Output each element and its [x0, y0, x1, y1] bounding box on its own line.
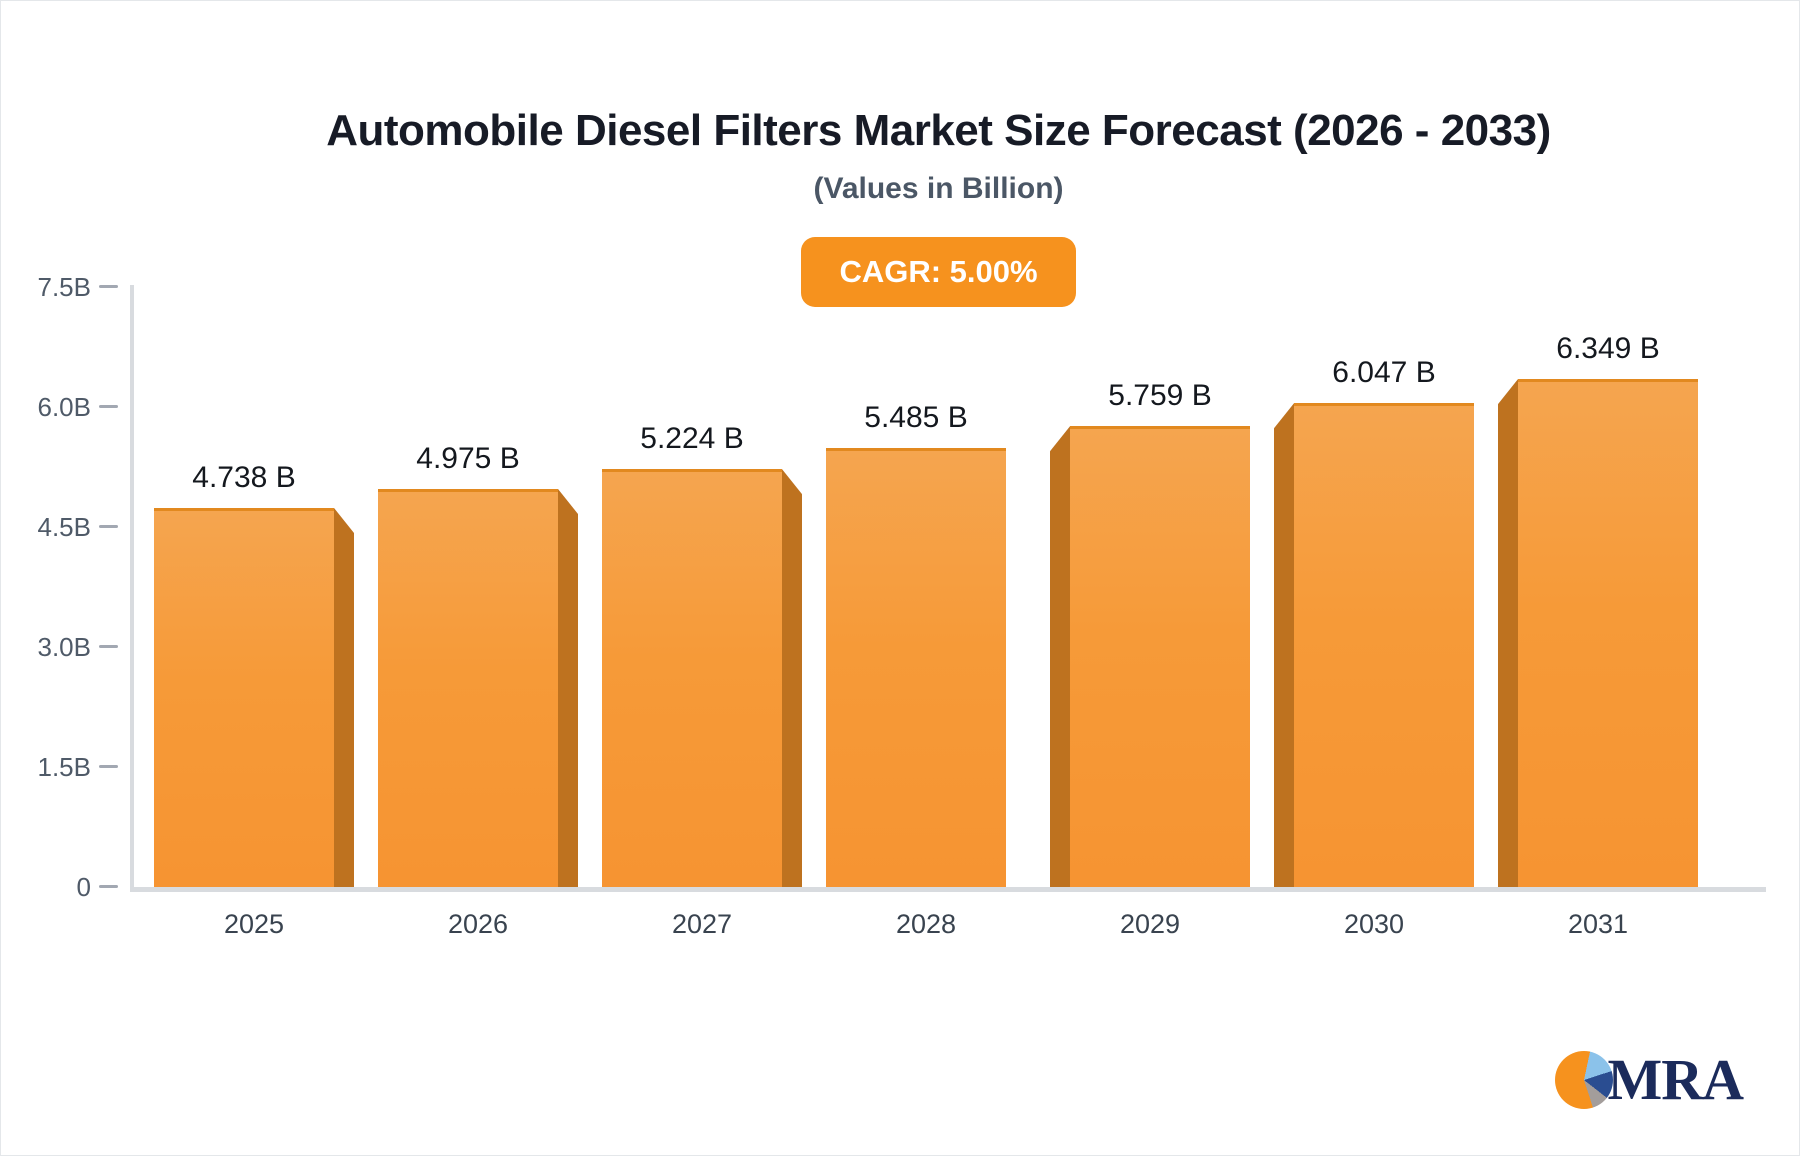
- y-axis-tick-mark: [99, 885, 118, 888]
- x-axis-label: 2025: [223, 909, 285, 939]
- x-axis-label: 2027: [671, 909, 733, 939]
- bar-value-label: 6.349 B: [1556, 332, 1660, 366]
- x-axis-label: 2031: [1567, 909, 1629, 939]
- chart-header: Automobile Diesel Filters Market Size Fo…: [116, 105, 1761, 307]
- y-axis-tick-label: 0: [76, 872, 91, 902]
- x-axis-label: 2028: [895, 909, 957, 939]
- x-axis-label: 2026: [447, 909, 509, 939]
- bar-face-2029: [1070, 426, 1250, 887]
- bar-face-2031: [1518, 379, 1698, 887]
- bar-side: [1274, 403, 1294, 887]
- bar-value-label: 4.975 B: [416, 442, 520, 475]
- bar-face-2028: [826, 448, 1006, 887]
- y-axis-tick-label: 1.5B: [37, 752, 92, 782]
- bar-value-label: 5.759 B: [1108, 379, 1212, 413]
- pie-chart-icon: [1555, 1051, 1614, 1109]
- bar-face-2025: [154, 507, 334, 887]
- logo-text: MRA: [1607, 1047, 1744, 1112]
- y-axis-tick-label: 3.0B: [37, 632, 92, 662]
- bar-side: [1498, 379, 1518, 887]
- bar-value-label: 5.485 B: [864, 401, 968, 435]
- y-axis-tick-mark: [99, 765, 118, 768]
- x-axis-label: 2030: [1343, 909, 1405, 939]
- y-axis-tick-label: 6.0B: [37, 392, 92, 422]
- brand-logo: MRA: [1555, 1047, 1744, 1112]
- bar-face-2030: [1294, 403, 1474, 887]
- bar-side: [782, 469, 802, 887]
- bar-side: [558, 489, 578, 887]
- y-axis-tick-label: 7.5B: [37, 272, 92, 302]
- bar-face-2027: [602, 469, 782, 887]
- x-axis-line: [130, 887, 1766, 892]
- y-axis-tick-label: 4.5B: [37, 512, 92, 542]
- bar-value-label: 4.738 B: [192, 460, 296, 494]
- chart-title: Automobile Diesel Filters Market Size Fo…: [326, 106, 1551, 155]
- y-axis-tick-mark: [99, 645, 118, 648]
- bar-side: [334, 507, 354, 887]
- bar-value-label: 5.224 B: [640, 422, 744, 456]
- cagr-badge: CAGR: 5.00%: [801, 237, 1076, 307]
- chart-subtitle: (Values in Billion): [813, 172, 1064, 205]
- y-axis-line: [130, 285, 134, 892]
- y-axis-tick-mark: [99, 525, 118, 528]
- y-axis-tick-mark: [99, 285, 118, 288]
- bar-side: [1050, 426, 1070, 887]
- x-axis-label: 2029: [1119, 909, 1181, 939]
- y-axis-tick-mark: [99, 405, 118, 408]
- bar-face-2026: [378, 489, 558, 887]
- bar-value-label: 6.047 B: [1332, 356, 1436, 390]
